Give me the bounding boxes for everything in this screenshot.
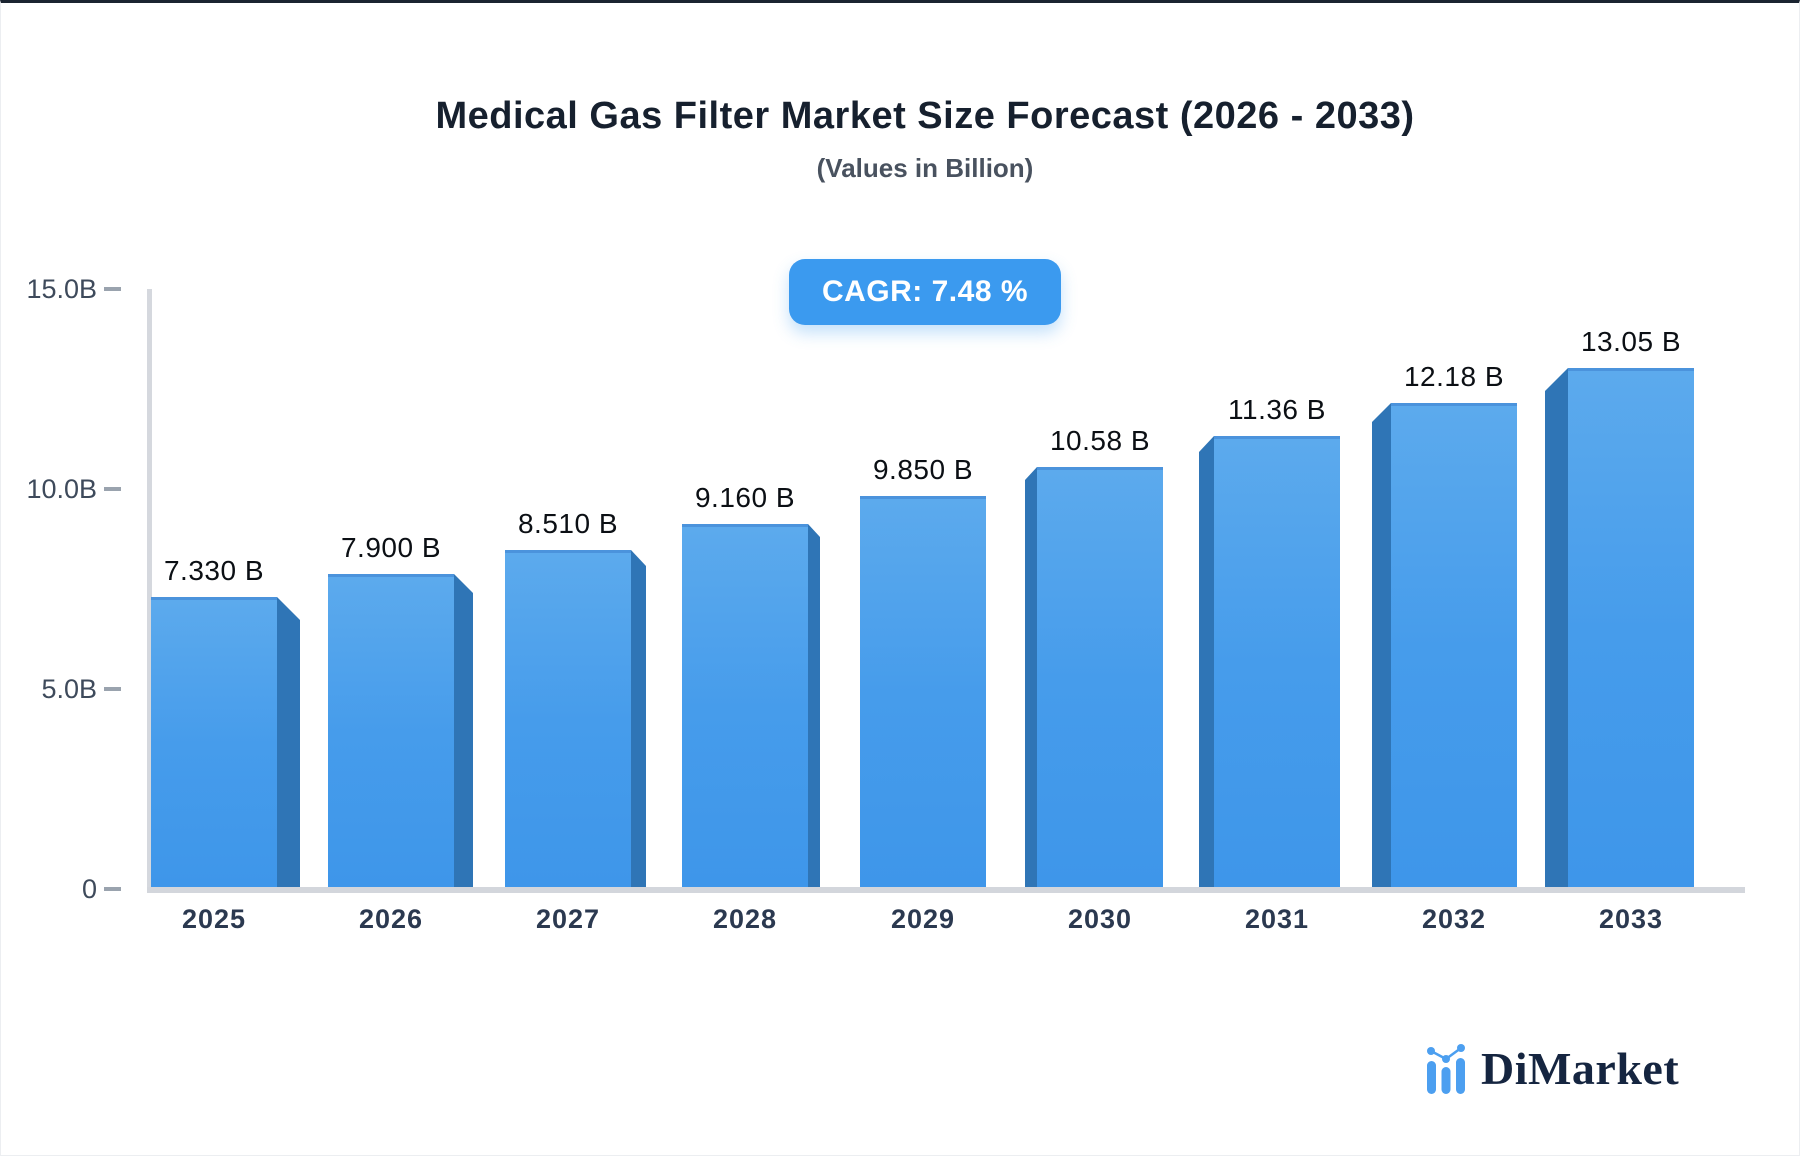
- y-tick-dash: [104, 287, 121, 291]
- brand-name: DiMarket: [1481, 1043, 1680, 1094]
- x-axis-label: 2026: [358, 904, 424, 934]
- x-axis-label: 2029: [890, 904, 956, 934]
- bar-value-label: 7.330 B: [163, 555, 265, 586]
- y-tick-dash: [104, 887, 121, 891]
- bar-3d-side: [808, 524, 820, 890]
- x-axis-line: [147, 887, 1745, 893]
- bar-2028: [682, 524, 808, 890]
- bar-3d-side: [1199, 436, 1214, 890]
- bar-2029: [860, 496, 986, 890]
- bar-value-label: 12.18 B: [1403, 361, 1505, 392]
- bar-2027: [505, 550, 631, 890]
- bar-3d-side: [1372, 403, 1391, 890]
- plot-area: 15.0B 10.0B 5.0B 0 7.330 B 2025 7.900 B 2026 8.5…: [1, 3, 1799, 1155]
- bar-3d-side: [454, 574, 473, 890]
- bar-value-label: 9.850 B: [872, 454, 974, 485]
- cagr-badge-label: CAGR: 7.48 %: [821, 275, 1029, 308]
- bar-value-label: 8.510 B: [517, 508, 619, 539]
- bar-value-label: 11.36 B: [1228, 394, 1326, 425]
- bar-3d-side: [631, 550, 646, 890]
- chart-subtitle: (Values in Billion): [816, 153, 1034, 183]
- brand-logo: DiMarket: [1425, 1043, 1679, 1095]
- y-tick-dash: [104, 487, 121, 491]
- y-tick-label: 0: [81, 874, 97, 904]
- x-axis-label: 2030: [1067, 904, 1133, 934]
- x-axis-label: 2025: [181, 904, 247, 934]
- bar-value-label: 9.160 B: [694, 482, 796, 513]
- bar-value-label: 10.58 B: [1049, 425, 1151, 456]
- y-tick-label: 10.0B: [26, 474, 97, 504]
- bar-2032: [1391, 403, 1517, 890]
- bar-value-label: 7.900 B: [340, 532, 442, 563]
- bar-3d-side: [1025, 467, 1037, 890]
- x-axis-label: 2031: [1244, 904, 1310, 934]
- y-tick-label: 5.0B: [41, 674, 97, 704]
- x-axis-label: 2028: [712, 904, 778, 934]
- y-tick-dash: [104, 687, 121, 691]
- bar-3d-side: [1545, 368, 1568, 890]
- x-axis-label: 2027: [535, 904, 601, 934]
- bar-3d-side: [277, 597, 300, 890]
- mini-bar-chart-icon: [1427, 1044, 1465, 1094]
- cagr-badge: CAGR: 7.48 %: [789, 259, 1061, 325]
- chart-title: Medical Gas Filter Market Size Forecast …: [435, 95, 1415, 137]
- y-tick-label: 15.0B: [26, 274, 97, 304]
- bar-2031: [1214, 436, 1340, 890]
- bar-2025: [151, 597, 277, 890]
- bar-2026: [328, 574, 454, 890]
- bar-value-label: 13.05 B: [1580, 326, 1682, 357]
- x-axis-label: 2032: [1421, 904, 1487, 934]
- bar-2030: [1037, 467, 1163, 890]
- bar-2033: [1568, 368, 1694, 890]
- y-axis-line: [147, 289, 152, 890]
- x-axis-label: 2033: [1598, 904, 1664, 934]
